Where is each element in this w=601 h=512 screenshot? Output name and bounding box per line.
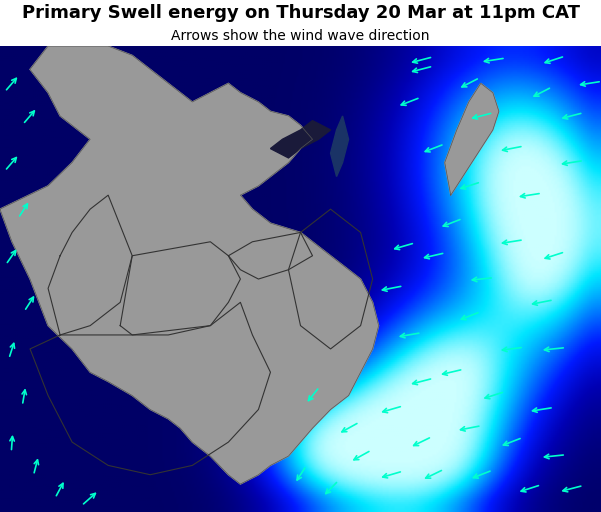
Polygon shape xyxy=(270,121,331,158)
Polygon shape xyxy=(445,83,499,195)
Polygon shape xyxy=(0,46,379,484)
Text: Primary Swell energy on Thursday 20 Mar at 11pm CAT: Primary Swell energy on Thursday 20 Mar … xyxy=(22,4,579,22)
Text: Arrows show the wind wave direction: Arrows show the wind wave direction xyxy=(171,29,430,43)
Polygon shape xyxy=(331,116,349,177)
